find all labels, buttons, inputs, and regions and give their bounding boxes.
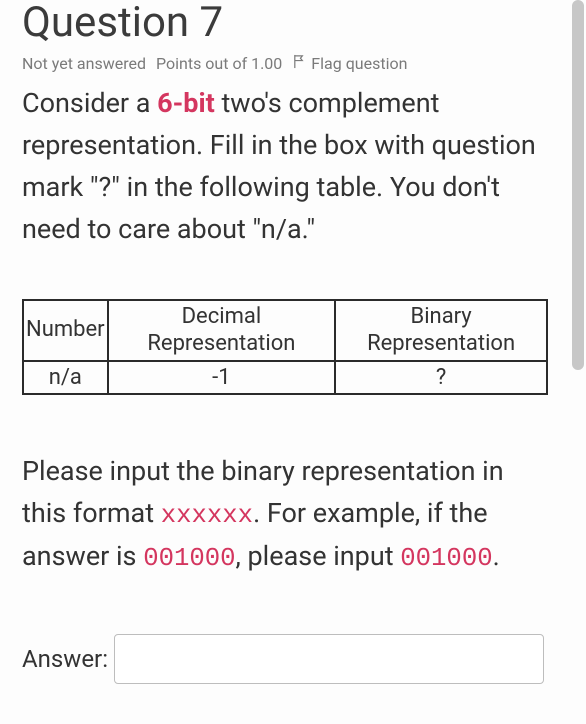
cell-binary: ? [335, 361, 547, 395]
col-binary: Binary Representation [335, 300, 547, 361]
body-emphasis: 6-bit [157, 87, 215, 119]
points-text: Points out of 1.00 [156, 54, 282, 73]
scrollbar-thumb[interactable] [572, 0, 584, 370]
col-number: Number [23, 300, 108, 361]
col-decimal: Decimal Representation [108, 300, 336, 361]
example-value-2: 001000 [400, 544, 492, 573]
answer-input[interactable] [114, 634, 544, 684]
example-value-1: 001000 [143, 544, 235, 573]
question-title: Question 7 [22, 0, 548, 46]
table-header-row: Number Decimal Representation Binary Rep… [23, 300, 547, 361]
question-meta: Not yet answered Points out of 1.00 Flag… [22, 54, 548, 73]
instruction-text: Please input the binary representation i… [22, 451, 548, 578]
question-body: Consider a 6-bit two's complement repres… [22, 83, 548, 250]
instr-p4: . [493, 540, 500, 572]
answer-row: Answer: [22, 634, 548, 684]
format-example: xxxxxx [161, 501, 253, 530]
table-row: n/a -1 ? [23, 361, 547, 395]
question-container: Question 7 Not yet answered Points out o… [0, 0, 570, 724]
instr-p3: , please input [236, 540, 401, 572]
representation-table: Number Decimal Representation Binary Rep… [22, 299, 548, 396]
status-text: Not yet answered [22, 54, 146, 73]
flag-question-link[interactable]: Flag question [292, 54, 407, 73]
flag-icon [292, 54, 307, 73]
flag-label: Flag question [311, 54, 407, 73]
answer-label: Answer: [22, 645, 108, 673]
cell-number: n/a [23, 361, 108, 395]
cell-decimal: -1 [108, 361, 336, 395]
body-pre: Consider a [22, 87, 157, 119]
scrollbar-track[interactable] [570, 0, 586, 700]
